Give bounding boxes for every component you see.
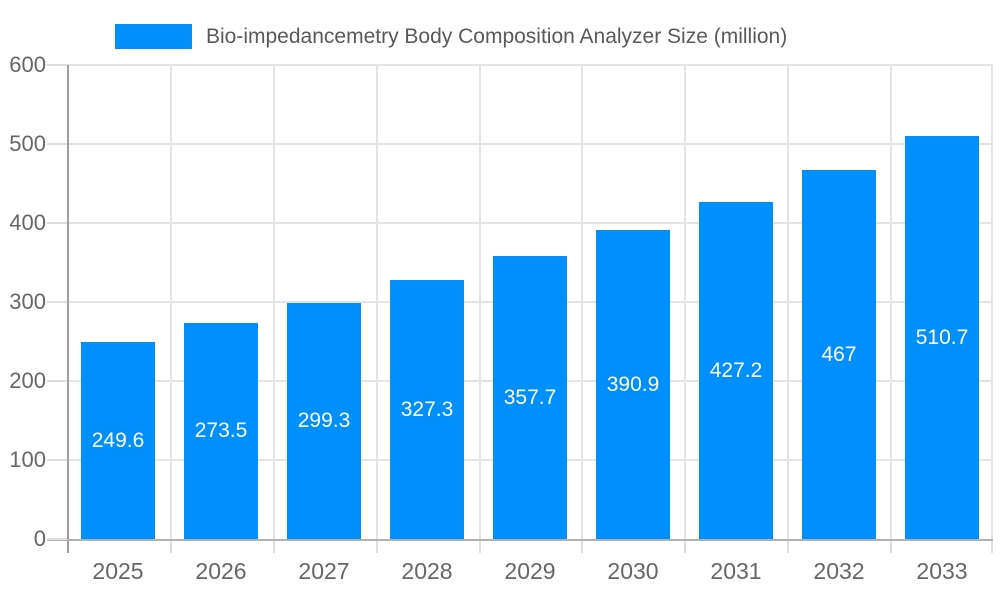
gridline-vertical [581,65,583,539]
bar-2031[interactable]: 427.2 [699,202,773,539]
x-axis-tick [479,541,481,553]
bar-value-label: 467 [821,342,857,366]
gridline-horizontal [67,143,993,145]
bar-value-label: 510.7 [915,325,969,349]
bar-value-label: 357.7 [503,385,557,409]
y-tick-label: 400 [9,210,46,235]
legend-label[interactable]: Bio-impedancemetry Body Composition Anal… [206,24,788,48]
x-axis-tick [581,541,583,553]
gridline-vertical [684,65,686,539]
y-tick-label: 600 [9,52,46,77]
plot-area: 249.6 273.5 299.3 327.3 357.7 390.9 427.2 467 51… [67,64,993,539]
bar-2032[interactable]: 467 [802,170,876,539]
y-tick-label: 0 [33,526,46,551]
x-axis-tick [787,541,789,553]
gridline-vertical [376,65,378,539]
y-axis-tick [47,459,67,461]
y-tick-label: 100 [9,447,46,472]
gridline-vertical [273,65,275,539]
y-tick-label: 500 [9,131,46,156]
y-tick-label: 300 [9,289,46,314]
x-tick-label: 2027 [298,558,350,584]
gridline-vertical [170,65,172,539]
bar-2029[interactable]: 357.7 [493,256,567,539]
x-axis-tick [991,541,993,553]
bar-2026[interactable]: 273.5 [184,323,258,539]
bar-value-label: 327.3 [400,397,454,421]
y-tick-label: 200 [9,368,46,393]
bar-value-label: 427.2 [709,358,763,382]
bar-value-label: 249.6 [91,428,145,452]
y-axis-line [67,65,69,553]
y-axis-tick [47,301,67,303]
y-axis-tick [47,143,67,145]
x-tick-label: 2029 [504,558,556,584]
x-tick-label: 2026 [195,558,247,584]
gridline-vertical [991,65,993,539]
bar-2028[interactable]: 327.3 [390,280,464,539]
x-tick-label: 2030 [607,558,659,584]
legend[interactable]: Bio-impedancemetry Body Composition Anal… [115,23,787,50]
x-tick-label: 2025 [92,558,144,584]
x-axis-tick [273,541,275,553]
gridline-vertical [890,65,892,539]
x-axis-line [47,539,993,541]
bar-2025[interactable]: 249.6 [81,342,155,539]
bar-2027[interactable]: 299.3 [287,303,361,539]
x-tick-label: 2032 [813,558,865,584]
gridline-vertical [787,65,789,539]
x-axis-tick [684,541,686,553]
gridline-horizontal [67,64,993,66]
x-axis-tick [890,541,892,553]
y-axis-tick [47,64,67,66]
x-axis-tick [170,541,172,553]
gridline-horizontal [67,222,993,224]
x-tick-label: 2033 [916,558,968,584]
y-axis-tick [47,222,67,224]
y-axis-tick [47,538,67,540]
bar-value-label: 273.5 [194,419,248,442]
x-axis-tick [376,541,378,553]
bar-2033[interactable]: 510.7 [905,136,979,539]
x-tick-label: 2028 [401,558,453,584]
bar-2030[interactable]: 390.9 [596,230,670,539]
bar-value-label: 299.3 [297,409,351,432]
legend-swatch[interactable] [115,24,192,49]
x-tick-label: 2031 [710,558,762,584]
gridline-vertical [479,65,481,539]
y-axis-tick [47,380,67,382]
bar-value-label: 390.9 [606,372,660,396]
